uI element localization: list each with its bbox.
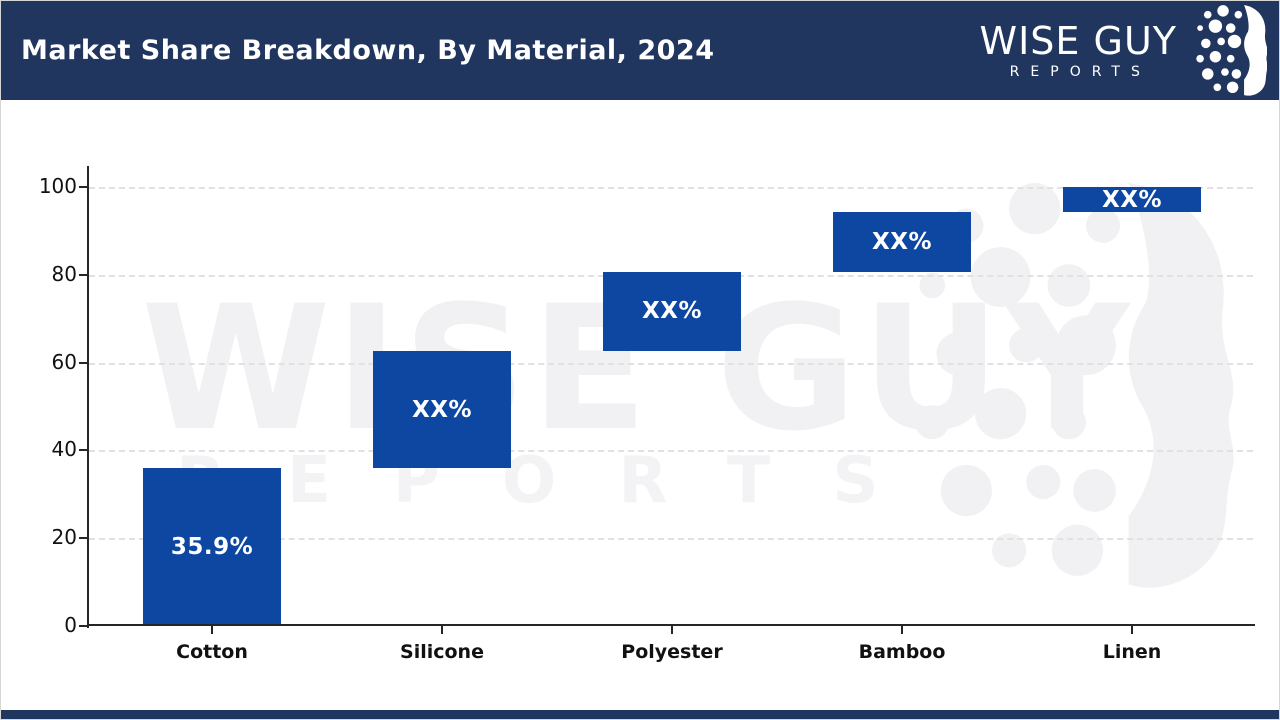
x-tick-mark-bamboo [901,626,903,634]
gridline-100 [89,187,1253,189]
x-tick-mark-silicone [441,626,443,634]
y-tick-label-60: 60 [51,349,77,374]
bar-value-label: 35.9% [170,534,254,561]
y-tick-label-20: 20 [51,525,77,550]
bar-value-label: XX% [1101,186,1162,213]
x-axis-spine [87,624,1255,626]
y-tick-mark-40 [79,449,88,452]
x-category-label-silicone: Silicone [400,641,484,663]
gridline-60 [89,362,1253,365]
y-tick-mark-60 [79,361,88,364]
y-tick-mark-20 [79,537,88,540]
brand-logo: WISE GUY REPORTS [979,4,1267,97]
bar-value-label: XX% [411,396,472,423]
bar-bamboo: XX% [833,212,971,272]
plot-area: 35.9% XX% XX% XX% XX% [89,166,1253,626]
brand-name: WISE GUY [979,19,1177,63]
y-tick-label-100: 100 [38,174,77,198]
x-tick-mark-cotton [211,626,213,634]
bar-value-label: XX% [641,298,702,325]
bar-value-label: XX% [871,228,932,255]
bar-polyester: XX% [603,271,741,351]
footer-bar [1,710,1279,719]
y-axis-spine [87,166,89,628]
y-tick-label-80: 80 [51,261,77,286]
y-tick-mark-0 [79,625,88,627]
x-tick-mark-polyester [671,626,673,634]
y-tick-mark-80 [79,273,88,276]
gridline-40 [89,450,1253,453]
bar-silicone: XX% [373,350,511,469]
bar-cotton: 35.9% [143,468,281,626]
x-category-label-bamboo: Bamboo [858,641,946,663]
header-bar: Market Share Breakdown, By Material, 202… [1,1,1279,100]
gridline-20 [89,538,1253,541]
x-tick-mark-linen [1131,626,1133,634]
chart-title: Market Share Breakdown, By Material, 202… [21,35,715,66]
x-category-label-polyester: Polyester [621,641,723,663]
brand-subtitle: REPORTS [1009,64,1151,80]
brand-face-icon [1196,4,1267,96]
x-category-label-linen: Linen [1102,641,1162,663]
x-category-label-cotton: Cotton [176,641,248,663]
y-tick-label-0: 0 [64,613,77,637]
y-tick-label-40: 40 [51,437,77,462]
y-tick-mark-100 [79,186,88,188]
bar-linen: XX% [1063,186,1201,213]
